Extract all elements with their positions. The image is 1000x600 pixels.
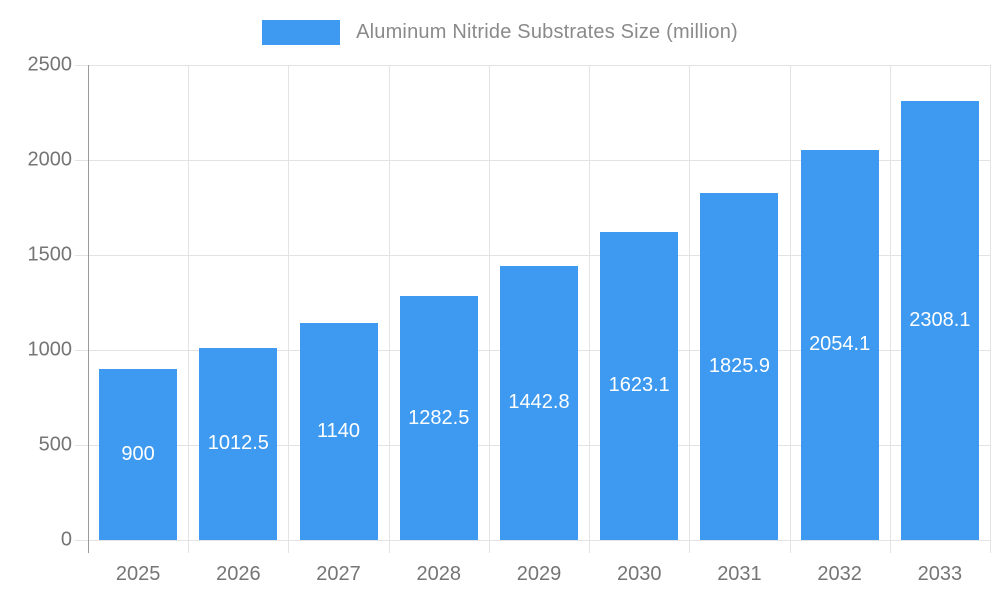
bar[interactable]: 900 [99, 369, 178, 540]
x-tick-label: 2026 [216, 563, 261, 585]
bar[interactable]: 1442.8 [500, 265, 578, 540]
bar[interactable]: 1825.9 [700, 193, 779, 540]
x-tick-label: 2030 [616, 563, 662, 585]
y-gridline [88, 540, 990, 541]
y-tick-label: 500 [38, 433, 72, 456]
bar[interactable]: 1012.5 [199, 347, 278, 540]
bar-value-label: 1623.1 [608, 374, 670, 397]
y-axis-tick [75, 350, 88, 351]
y-gridline [88, 160, 990, 161]
y-axis-tick [75, 255, 88, 256]
y-tick-label: 1000 [27, 338, 73, 361]
bar-value-label: 1140 [317, 420, 361, 443]
y-axis-tick [75, 65, 88, 66]
y-axis-tick [75, 445, 88, 446]
y-tick-label: 1500 [27, 243, 73, 266]
y-axis-line [88, 65, 89, 553]
bar-value-label: 900 [121, 443, 155, 465]
legend-swatch-icon [262, 20, 341, 45]
x-gridline [889, 65, 891, 553]
bar-value-label: 2308.1 [909, 309, 971, 332]
x-tick-label: 2033 [917, 563, 963, 585]
y-axis-tick [75, 160, 88, 161]
x-tick-label: 2031 [717, 563, 762, 585]
bar[interactable]: 2308.1 [900, 101, 979, 540]
x-gridline [288, 65, 290, 553]
bar[interactable]: 2054.1 [800, 149, 879, 540]
x-gridline [488, 65, 490, 553]
x-gridline [789, 65, 791, 553]
x-gridline [990, 65, 991, 553]
legend-label: Aluminum Nitride Substrates Size (millio… [356, 21, 738, 43]
y-gridline [88, 65, 990, 66]
x-gridline [589, 65, 591, 553]
x-tick-label: 2032 [817, 563, 862, 585]
x-tick-label: 2028 [416, 563, 462, 585]
y-tick-label: 0 [60, 528, 72, 551]
y-axis-tick [75, 540, 88, 541]
bar-value-label: 1282.5 [408, 406, 470, 429]
legend[interactable]: Aluminum Nitride Substrates Size (millio… [0, 20, 1000, 45]
bar-value-label: 1012.5 [207, 432, 269, 455]
x-gridline [388, 65, 390, 553]
bar[interactable]: 1623.1 [600, 231, 679, 540]
y-tick-label: 2000 [27, 148, 73, 171]
bar-value-label: 1825.9 [708, 355, 771, 378]
x-tick-label: 2029 [516, 563, 562, 585]
x-tick-label: 2027 [316, 563, 361, 585]
bar-value-label: 1442.8 [508, 391, 570, 414]
y-gridline [88, 255, 990, 256]
x-tick-label: 2025 [115, 563, 161, 585]
bar-value-label: 2054.1 [809, 333, 871, 356]
y-tick-label: 2500 [27, 53, 73, 76]
x-gridline [188, 65, 190, 553]
bar[interactable]: 1140 [299, 323, 378, 540]
x-gridline [689, 65, 691, 553]
bar[interactable]: 1282.5 [399, 296, 478, 540]
